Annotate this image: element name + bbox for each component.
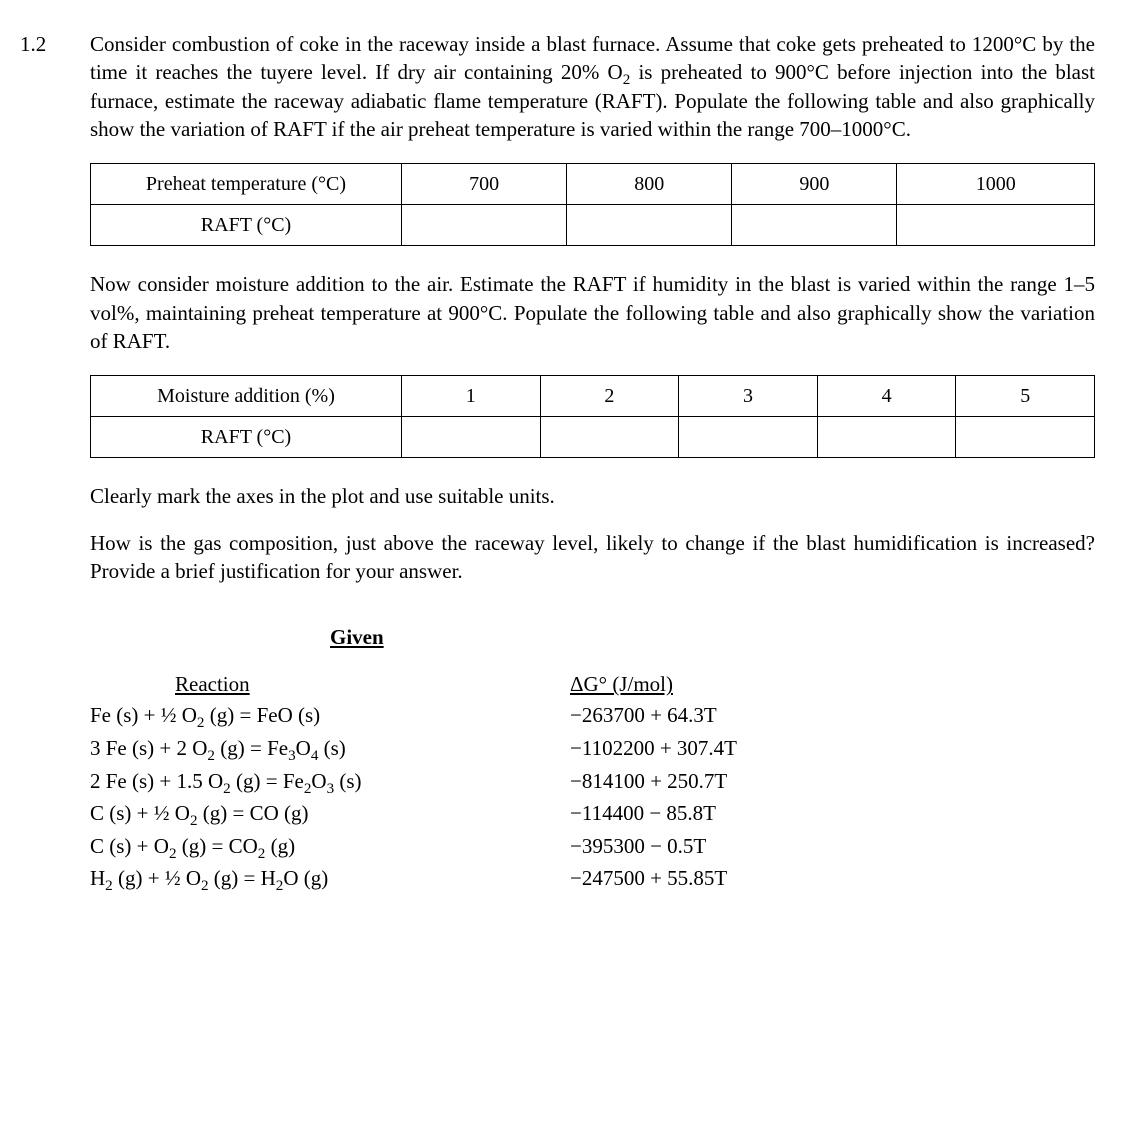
cell-value: 1000	[897, 164, 1095, 205]
dg-column: ΔG° (J/mol) −263700 + 64.3T−1102200 + 30…	[570, 672, 1095, 894]
cell-empty	[567, 205, 732, 246]
dg-line: −395300 − 0.5T	[570, 830, 1095, 863]
dg-line: −814100 + 250.7T	[570, 765, 1095, 798]
problem-content: Consider combustion of coke in the racew…	[90, 30, 1095, 895]
paragraph-2: Now consider moisture addition to the ai…	[90, 270, 1095, 355]
cell-empty	[897, 205, 1095, 246]
reaction-line: Fe (s) + ½ O2 (g) = FeO (s)	[90, 699, 570, 732]
table-preheat: Preheat temperature (°C) 700 800 900 100…	[90, 163, 1095, 246]
dg-line: −247500 + 55.85T	[570, 862, 1095, 895]
table-row: Moisture addition (%) 1 2 3 4 5	[91, 376, 1095, 417]
cell-value: 2	[540, 376, 679, 417]
problem-block: 1.2 Consider combustion of coke in the r…	[20, 30, 1095, 895]
table-moisture: Moisture addition (%) 1 2 3 4 5 RAFT (°C…	[90, 375, 1095, 458]
cell-value: 3	[679, 376, 818, 417]
cell-empty	[817, 417, 956, 458]
problem-number: 1.2	[20, 30, 90, 57]
cell-value: 800	[567, 164, 732, 205]
paragraph-3: Clearly mark the axes in the plot and us…	[90, 482, 1095, 510]
reaction-line: H2 (g) + ½ O2 (g) = H2O (g)	[90, 862, 570, 895]
cell-label: RAFT (°C)	[91, 205, 402, 246]
cell-label: Preheat temperature (°C)	[91, 164, 402, 205]
paragraph-4: How is the gas composition, just above t…	[90, 529, 1095, 586]
table-row: RAFT (°C)	[91, 417, 1095, 458]
cell-empty	[540, 417, 679, 458]
reaction-header: Reaction	[175, 672, 570, 697]
cell-value: 5	[956, 376, 1095, 417]
reaction-line: 2 Fe (s) + 1.5 O2 (g) = Fe2O3 (s)	[90, 765, 570, 798]
cell-empty	[956, 417, 1095, 458]
cell-value: 1	[402, 376, 541, 417]
table-row: RAFT (°C)	[91, 205, 1095, 246]
cell-value: 900	[732, 164, 897, 205]
dg-line: −263700 + 64.3T	[570, 699, 1095, 732]
dg-line: −114400 − 85.8T	[570, 797, 1095, 830]
cell-empty	[732, 205, 897, 246]
cell-empty	[402, 205, 567, 246]
dg-header: ΔG° (J/mol)	[570, 672, 1095, 697]
reaction-line: C (s) + ½ O2 (g) = CO (g)	[90, 797, 570, 830]
cell-label: RAFT (°C)	[91, 417, 402, 458]
dg-line: −1102200 + 307.4T	[570, 732, 1095, 765]
reactions-table: Reaction Fe (s) + ½ O2 (g) = FeO (s)3 Fe…	[90, 672, 1095, 894]
cell-value: 4	[817, 376, 956, 417]
paragraph-1: Consider combustion of coke in the racew…	[90, 30, 1095, 143]
cell-empty	[402, 417, 541, 458]
given-section: Given Reaction Fe (s) + ½ O2 (g) = FeO (…	[90, 625, 1095, 894]
table-row: Preheat temperature (°C) 700 800 900 100…	[91, 164, 1095, 205]
reaction-line: 3 Fe (s) + 2 O2 (g) = Fe3O4 (s)	[90, 732, 570, 765]
cell-empty	[679, 417, 818, 458]
reaction-column: Reaction Fe (s) + ½ O2 (g) = FeO (s)3 Fe…	[90, 672, 570, 894]
cell-label: Moisture addition (%)	[91, 376, 402, 417]
given-heading: Given	[330, 625, 1095, 650]
cell-value: 700	[402, 164, 567, 205]
reaction-line: C (s) + O2 (g) = CO2 (g)	[90, 830, 570, 863]
